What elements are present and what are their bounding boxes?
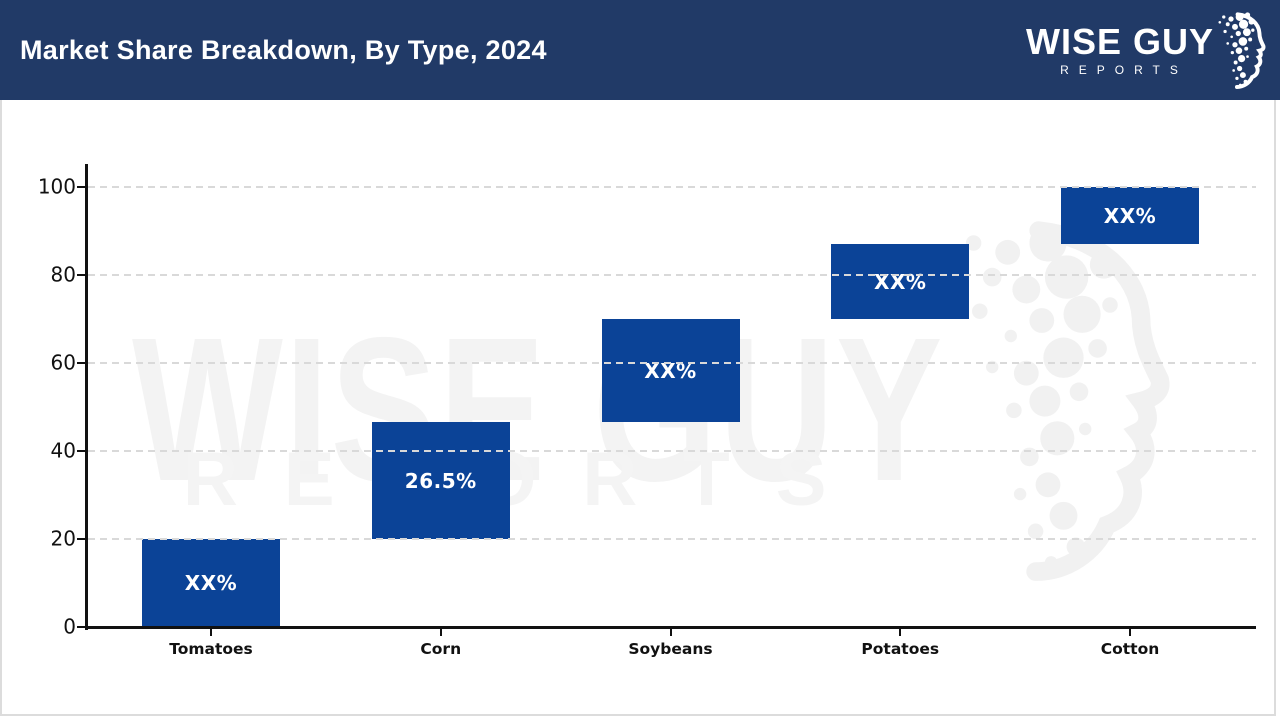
y-tick-mark-60 [77, 362, 85, 364]
y-tick-label-0: 0 [63, 614, 76, 639]
x-tick-mark-tomatoes [210, 628, 212, 636]
x-tick-label-potatoes: Potatoes [861, 640, 940, 658]
y-tick-label-100: 100 [37, 174, 76, 199]
page-title: Market Share Breakdown, By Type, 2024 [20, 34, 547, 65]
y-tick-label-80: 80 [50, 262, 76, 287]
bar-tomatoes: XX% [142, 539, 280, 627]
x-tick-mark-corn [439, 628, 442, 636]
x-tick-label-tomatoes: Tomatoes [169, 640, 253, 658]
y-tick-mark-40 [77, 450, 85, 452]
gridline-20 [88, 538, 1256, 540]
logo-wordmark: WISE GUY [1025, 20, 1214, 62]
gridline-40 [88, 450, 1256, 452]
x-tick-mark-cotton [1129, 628, 1131, 636]
watermark-wordmark: WISE GUY [132, 295, 945, 524]
x-tick-label-soybeans: Soybeans [628, 640, 713, 658]
bar-value-label-cotton: XX% [1103, 203, 1157, 228]
logo-subtitle: REPORTS [1060, 62, 1188, 77]
bar-value-label-potatoes: XX% [874, 269, 927, 294]
bar-value-label-tomatoes: XX% [184, 571, 238, 595]
x-axis-line [85, 626, 1256, 629]
bar-corn: 26.5% [371, 422, 510, 539]
y-tick-label-60: 60 [50, 350, 76, 375]
bar-soybeans: XX% [601, 319, 740, 423]
gridline-80 [88, 274, 1256, 276]
gridline-60 [88, 362, 1256, 364]
y-tick-label-40: 40 [50, 438, 76, 463]
bar-potatoes: XX% [831, 244, 970, 319]
y-tick-mark-100 [77, 186, 85, 188]
y-tick-mark-80 [77, 274, 85, 276]
wiseguy-logo-text: WISE GUY REPORTS [1025, 20, 1214, 77]
gridline-100 [88, 186, 1256, 188]
wiseguy-logo: WISE GUY REPORTS [1026, 10, 1266, 90]
x-tick-label-corn: Corn [420, 640, 462, 658]
y-tick-mark-20 [77, 538, 85, 540]
x-tick-label-cotton: Cotton [1100, 640, 1160, 658]
y-axis-line [85, 164, 88, 630]
x-tick-mark-potatoes [899, 628, 902, 636]
x-tick-mark-soybeans [669, 628, 672, 636]
y-tick-label-20: 20 [50, 526, 76, 551]
bar-value-label-corn: 26.5% [404, 468, 477, 493]
wiseguy-face-icon [1216, 10, 1266, 89]
bar-cotton: XX% [1061, 187, 1199, 245]
header-banner: Market Share Breakdown, By Type, 2024 WI… [0, 0, 1280, 100]
y-tick-mark-0 [77, 626, 85, 628]
